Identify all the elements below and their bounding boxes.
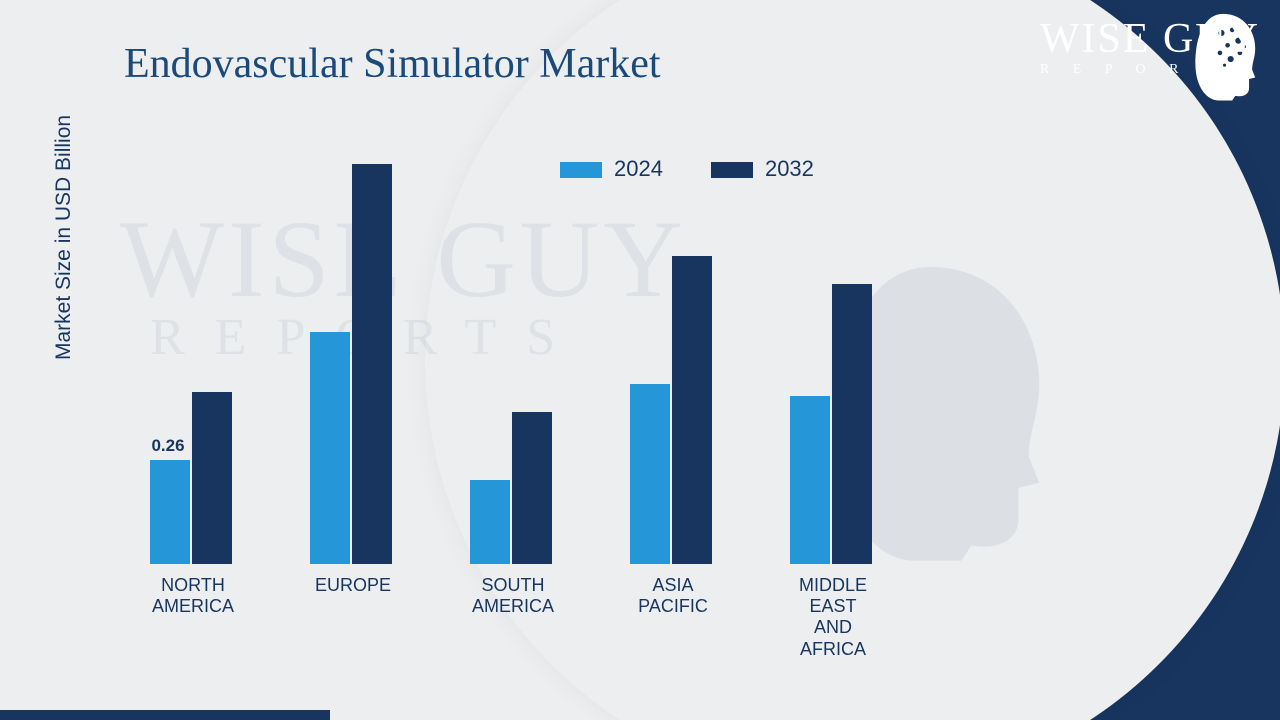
bar [672, 256, 712, 564]
bar [790, 396, 830, 564]
plot-region: 0.26 [138, 165, 938, 565]
bar [832, 284, 872, 564]
bar [470, 480, 510, 564]
bar-value-label: 0.26 [138, 436, 198, 456]
y-axis-label: Market Size in USD Billion [52, 115, 76, 360]
logo-sub-text: R E P O R T S [1040, 62, 1260, 78]
bar [310, 332, 350, 564]
bar [150, 460, 190, 564]
right-brand-panel [965, 0, 1280, 720]
x-axis-category-label: SOUTHAMERICA [443, 575, 583, 617]
chart-area: 2024 2032 Market Size in USD Billion 0.2… [110, 150, 950, 705]
chart-title: Endovascular Simulator Market [124, 40, 661, 88]
x-axis-category-label: NORTHAMERICA [123, 575, 263, 617]
brand-logo: WISE GUY R E P O R T S [1040, 20, 1260, 78]
page-root: WISE GUY REPORTS Endovascular Simulator … [0, 0, 1280, 720]
bar [630, 384, 670, 564]
logo-main-text: WISE GUY [1040, 20, 1260, 60]
bar [352, 164, 392, 564]
bar [192, 392, 232, 564]
x-axis-category-label: ASIAPACIFIC [603, 575, 743, 617]
bar [512, 412, 552, 564]
bottom-accent-bar [0, 710, 330, 720]
x-axis-labels: NORTHAMERICAEUROPESOUTHAMERICAASIAPACIFI… [138, 570, 938, 705]
x-axis-category-label: EUROPE [283, 575, 423, 596]
x-axis-category-label: MIDDLEEASTANDAFRICA [763, 575, 903, 660]
